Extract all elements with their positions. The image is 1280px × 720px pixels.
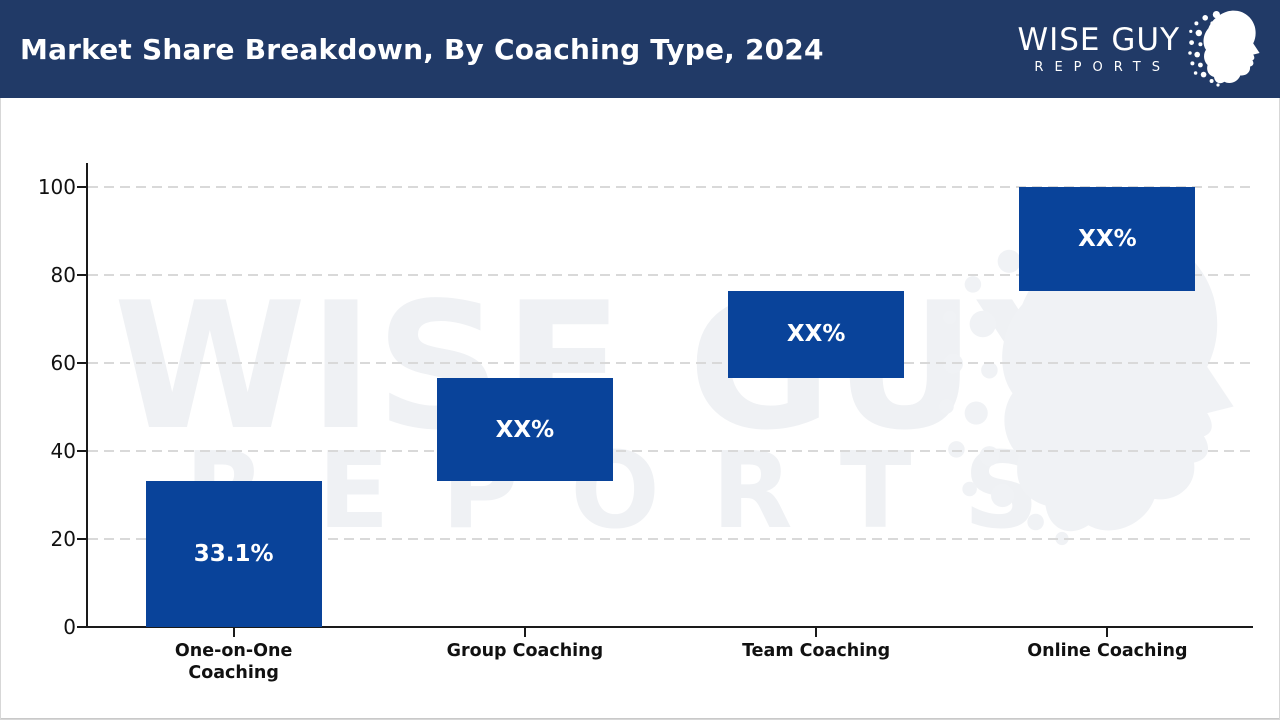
y-tick-mark xyxy=(77,362,86,364)
gridline xyxy=(88,450,1253,452)
bar-value-label: 33.1% xyxy=(193,541,274,568)
waterfall-bar: XX% xyxy=(728,290,905,378)
x-tick-label: Team Coaching xyxy=(742,641,891,661)
x-tick-label: One-on-One Coaching xyxy=(174,641,293,683)
brand-subword: REPORTS xyxy=(1034,59,1172,75)
brand-head-icon xyxy=(1186,7,1266,91)
y-tick-mark xyxy=(77,186,86,188)
waterfall-bar: XX% xyxy=(436,377,613,482)
header-bar: Market Share Breakdown, By Coaching Type… xyxy=(0,0,1280,98)
waterfall-bar: XX% xyxy=(1019,187,1196,291)
y-tick-label: 100 xyxy=(37,175,76,199)
bar-value-label: XX% xyxy=(495,416,555,443)
y-tick-mark xyxy=(77,450,86,452)
y-tick-label: 60 xyxy=(50,351,76,375)
y-tick-label: 80 xyxy=(50,263,76,287)
x-tick-mark xyxy=(1106,628,1109,637)
y-tick-label: 20 xyxy=(50,527,76,551)
bar-value-label: XX% xyxy=(786,321,846,348)
y-tick-mark xyxy=(77,538,86,540)
gridline xyxy=(88,274,1253,276)
gridline xyxy=(88,362,1253,364)
waterfall-bar: 33.1% xyxy=(145,481,322,627)
y-tick-label: 40 xyxy=(50,439,76,463)
x-tick-mark xyxy=(523,628,526,637)
bar-value-label: XX% xyxy=(1078,225,1137,252)
y-tick-mark xyxy=(77,274,86,276)
gridline xyxy=(88,538,1253,540)
brand-logo: WISE GUY REPORTS xyxy=(1017,7,1266,91)
brand-wordmark: WISE GUY xyxy=(1017,21,1180,58)
x-axis-line xyxy=(86,626,1253,628)
y-tick-mark xyxy=(77,626,86,628)
x-tick-mark xyxy=(232,628,235,637)
x-tick-mark xyxy=(815,628,818,637)
x-tick-label: Online Coaching xyxy=(1027,641,1188,661)
gridline xyxy=(88,186,1253,188)
y-axis-line xyxy=(86,163,88,628)
x-tick-label: Group Coaching xyxy=(446,641,604,661)
y-tick-label: 0 xyxy=(63,615,76,639)
chart-title: Market Share Breakdown, By Coaching Type… xyxy=(20,32,824,66)
